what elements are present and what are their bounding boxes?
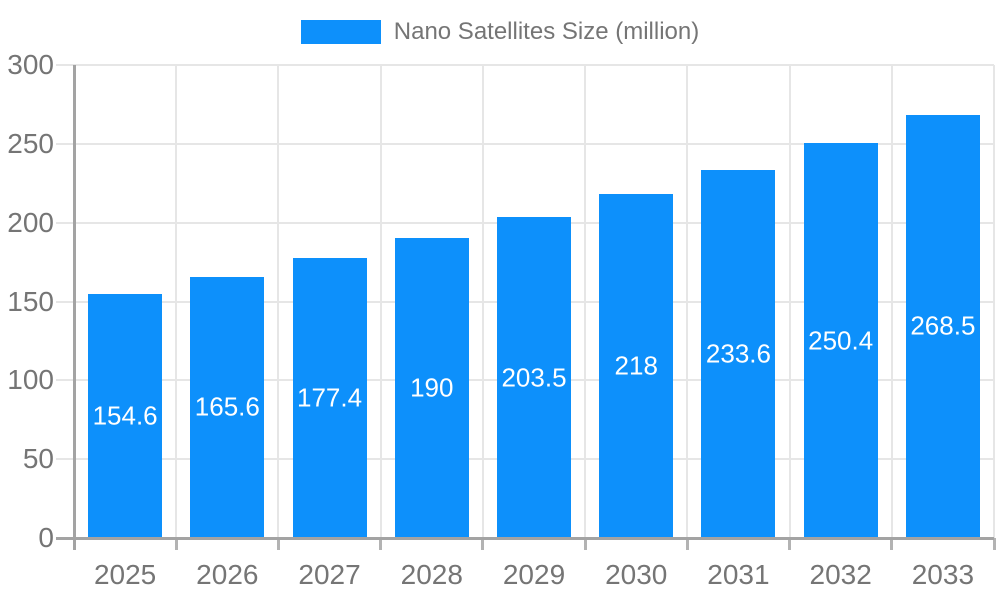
x-axis-tick — [992, 538, 996, 550]
y-axis-tick-label: 50 — [22, 443, 54, 475]
x-axis-tick-label: 2029 — [502, 559, 566, 590]
bar-2027[interactable] — [292, 258, 367, 538]
y-axis-tick-label: 150 — [7, 285, 54, 317]
x-axis-tick — [379, 538, 383, 550]
bar-2030[interactable] — [599, 194, 674, 538]
y-axis-tick-label: 250 — [7, 127, 54, 159]
x-gridline — [890, 65, 893, 538]
y-axis-tick-label: 200 — [7, 206, 54, 238]
x-axis-tick-label: 2025 — [93, 559, 157, 590]
x-axis-tick — [788, 538, 792, 550]
bar-2025[interactable] — [88, 294, 163, 538]
x-axis-tick-label: 2027 — [298, 559, 361, 590]
bar-2033[interactable] — [905, 114, 980, 538]
y-axis-tick — [56, 64, 74, 66]
bar-2031[interactable] — [701, 169, 776, 538]
y-gridline — [74, 142, 994, 145]
x-axis-tick-label: 2030 — [605, 559, 668, 590]
bar-2028[interactable] — [394, 238, 469, 538]
y-axis-tick-label: 300 — [7, 49, 54, 80]
x-axis-tick — [174, 538, 178, 550]
bar-2032[interactable] — [803, 143, 878, 538]
x-gridline — [379, 65, 382, 538]
legend-item[interactable]: Nano Satellites Size (million) — [0, 19, 1000, 45]
legend-label: Nano Satellites Size (million) — [393, 18, 700, 45]
x-gridline — [175, 65, 178, 538]
x-axis-tick — [276, 538, 280, 550]
legend-swatch — [300, 20, 381, 44]
x-axis-tick — [890, 538, 894, 550]
x-gridline — [993, 65, 995, 538]
x-axis-tick — [685, 538, 689, 550]
y-axis-tick — [56, 379, 74, 382]
x-gridline — [686, 65, 689, 538]
x-axis-tick — [583, 538, 587, 550]
bar-2026[interactable] — [190, 276, 265, 538]
y-axis-tick — [56, 221, 74, 224]
y-axis-tick — [56, 142, 74, 145]
y-axis-tick-label: 0 — [38, 522, 54, 553]
x-axis-tick-label: 2031 — [707, 559, 770, 590]
x-axis-tick-label: 2028 — [400, 559, 463, 590]
x-gridline — [788, 65, 791, 538]
x-axis-tick-label: 2026 — [196, 559, 259, 590]
x-gridline — [277, 65, 280, 538]
y-axis-tick-label: 100 — [7, 364, 54, 396]
x-axis-tick-label: 2032 — [809, 559, 872, 590]
y-gridline — [74, 64, 994, 66]
x-axis-tick — [481, 538, 485, 550]
x-axis-tick-label: 2033 — [911, 559, 975, 590]
y-axis-tick — [56, 300, 74, 303]
y-axis-tick — [56, 458, 74, 461]
x-gridline — [584, 65, 587, 538]
y-axis-line — [73, 65, 76, 550]
x-axis-line — [56, 537, 994, 540]
x-gridline — [481, 65, 484, 538]
bar-2029[interactable] — [497, 217, 571, 538]
